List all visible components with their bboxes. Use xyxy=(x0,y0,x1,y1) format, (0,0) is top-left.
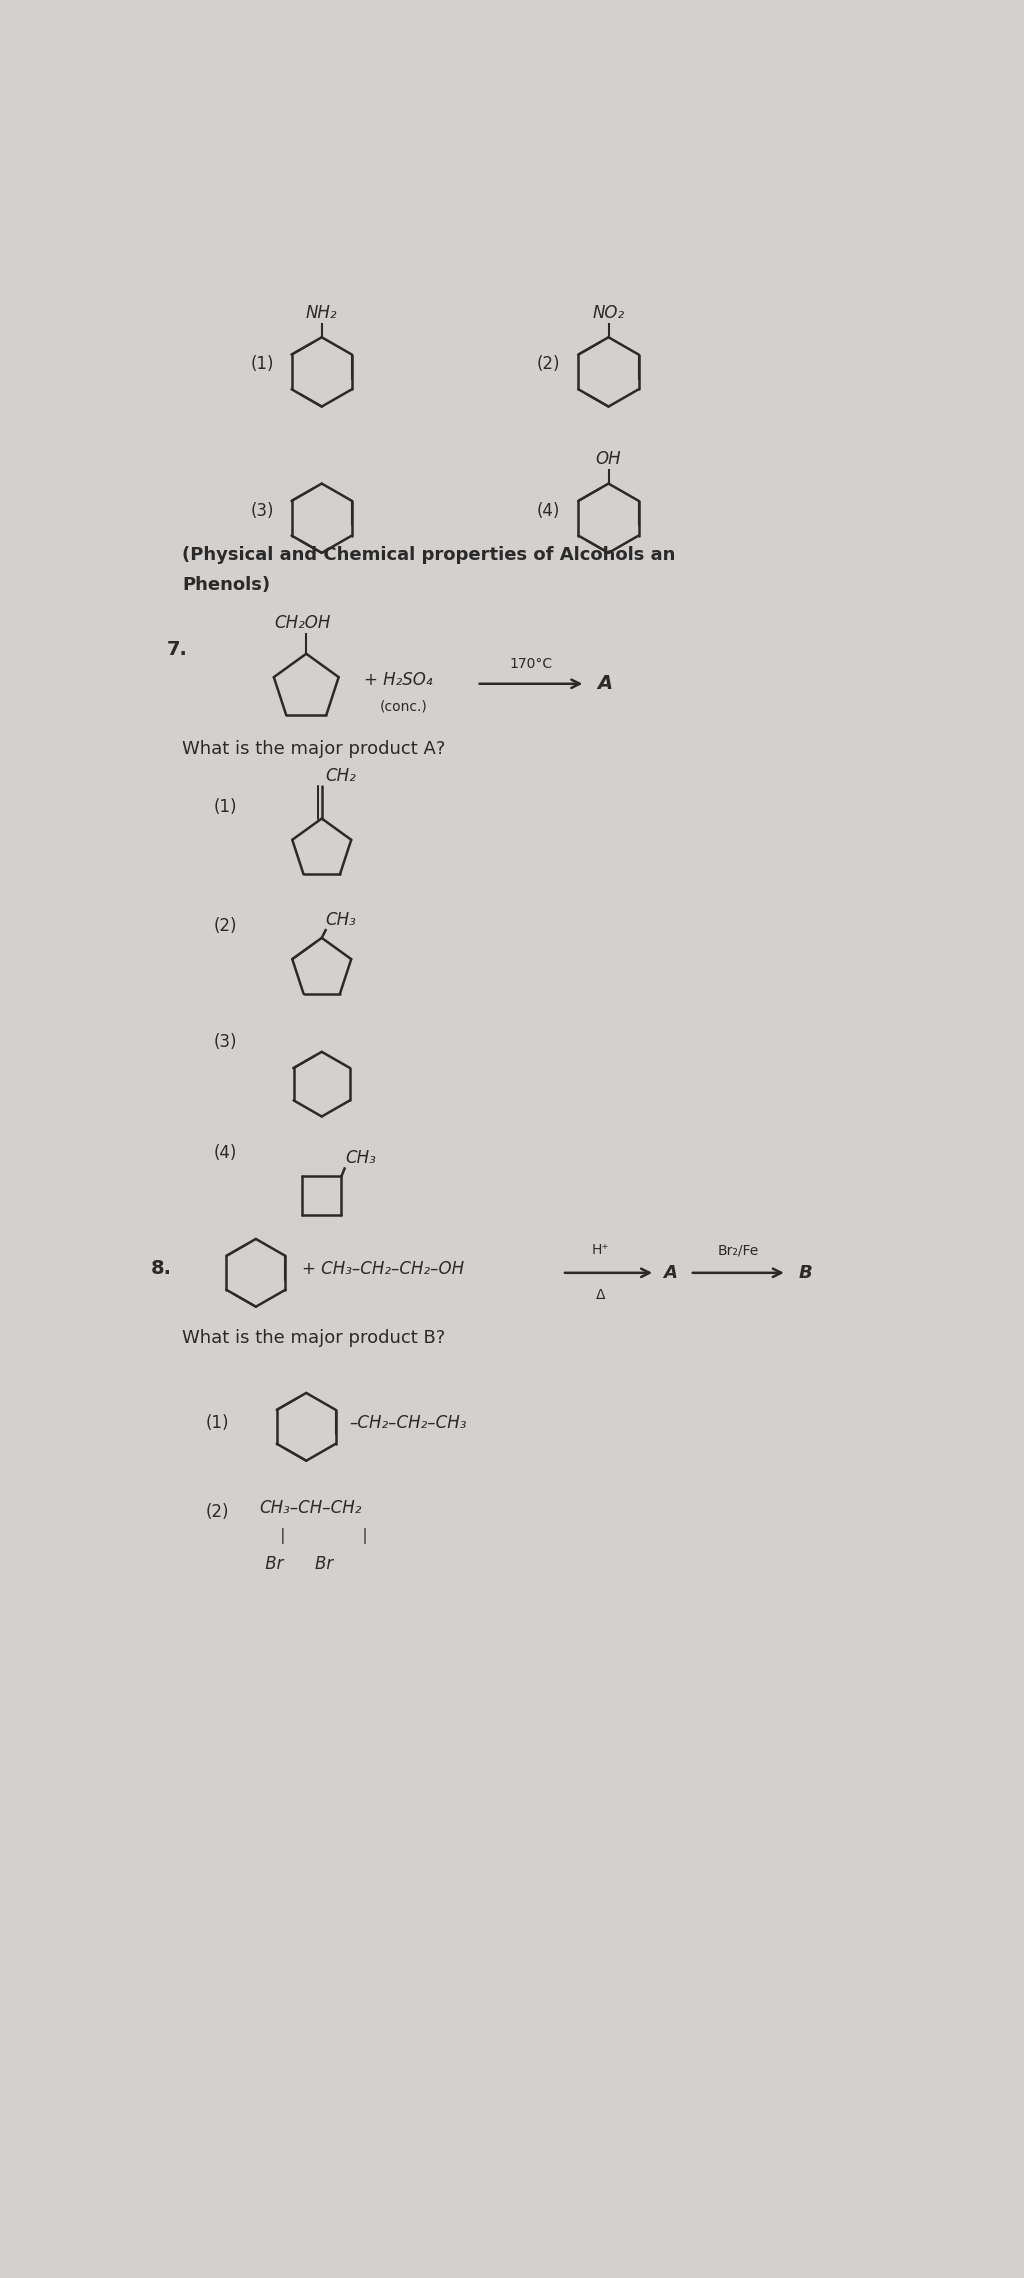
Text: What is the major product B?: What is the major product B? xyxy=(182,1330,445,1346)
Text: + H₂SO₄: + H₂SO₄ xyxy=(365,672,433,688)
Text: (1): (1) xyxy=(206,1415,229,1433)
Text: CH₂: CH₂ xyxy=(326,768,356,784)
Text: CH₃: CH₃ xyxy=(326,911,356,929)
Text: B: B xyxy=(799,1264,812,1283)
Text: H⁺: H⁺ xyxy=(592,1244,609,1257)
Text: Δ: Δ xyxy=(596,1289,605,1303)
Text: (2): (2) xyxy=(213,918,237,936)
Text: (2): (2) xyxy=(206,1503,229,1519)
Text: (1): (1) xyxy=(213,797,237,816)
Text: 170°C: 170°C xyxy=(509,656,553,670)
Text: (2): (2) xyxy=(537,355,560,374)
Text: Br      Br: Br Br xyxy=(260,1556,333,1572)
Text: NO₂: NO₂ xyxy=(593,303,625,321)
Text: + CH₃–CH₂–CH₂–OH: + CH₃–CH₂–CH₂–OH xyxy=(302,1260,465,1278)
Text: CH₃: CH₃ xyxy=(345,1148,376,1166)
Text: NH₂: NH₂ xyxy=(306,303,338,321)
Text: (4): (4) xyxy=(213,1144,237,1162)
Text: (conc.): (conc.) xyxy=(380,699,428,713)
Text: |        |: | | xyxy=(260,1529,370,1544)
Text: Br₂/Fe: Br₂/Fe xyxy=(717,1244,759,1257)
Text: (1): (1) xyxy=(250,355,273,374)
Text: What is the major product A?: What is the major product A? xyxy=(182,740,445,759)
Text: A: A xyxy=(597,674,612,693)
Text: 7.: 7. xyxy=(167,640,187,658)
Text: CH₃–CH–CH₂: CH₃–CH–CH₂ xyxy=(260,1499,362,1517)
Text: CH₂OH: CH₂OH xyxy=(274,615,331,633)
Text: OH: OH xyxy=(596,451,622,469)
Text: Phenols): Phenols) xyxy=(182,576,270,595)
Text: 8.: 8. xyxy=(152,1260,172,1278)
Text: (Physical and Chemical properties of Alcohols an: (Physical and Chemical properties of Alc… xyxy=(182,547,676,565)
Text: (3): (3) xyxy=(250,501,273,519)
Text: (4): (4) xyxy=(537,501,560,519)
Text: (3): (3) xyxy=(213,1032,237,1050)
Text: –CH₂–CH₂–CH₃: –CH₂–CH₂–CH₃ xyxy=(349,1415,466,1433)
Text: A: A xyxy=(663,1264,677,1283)
